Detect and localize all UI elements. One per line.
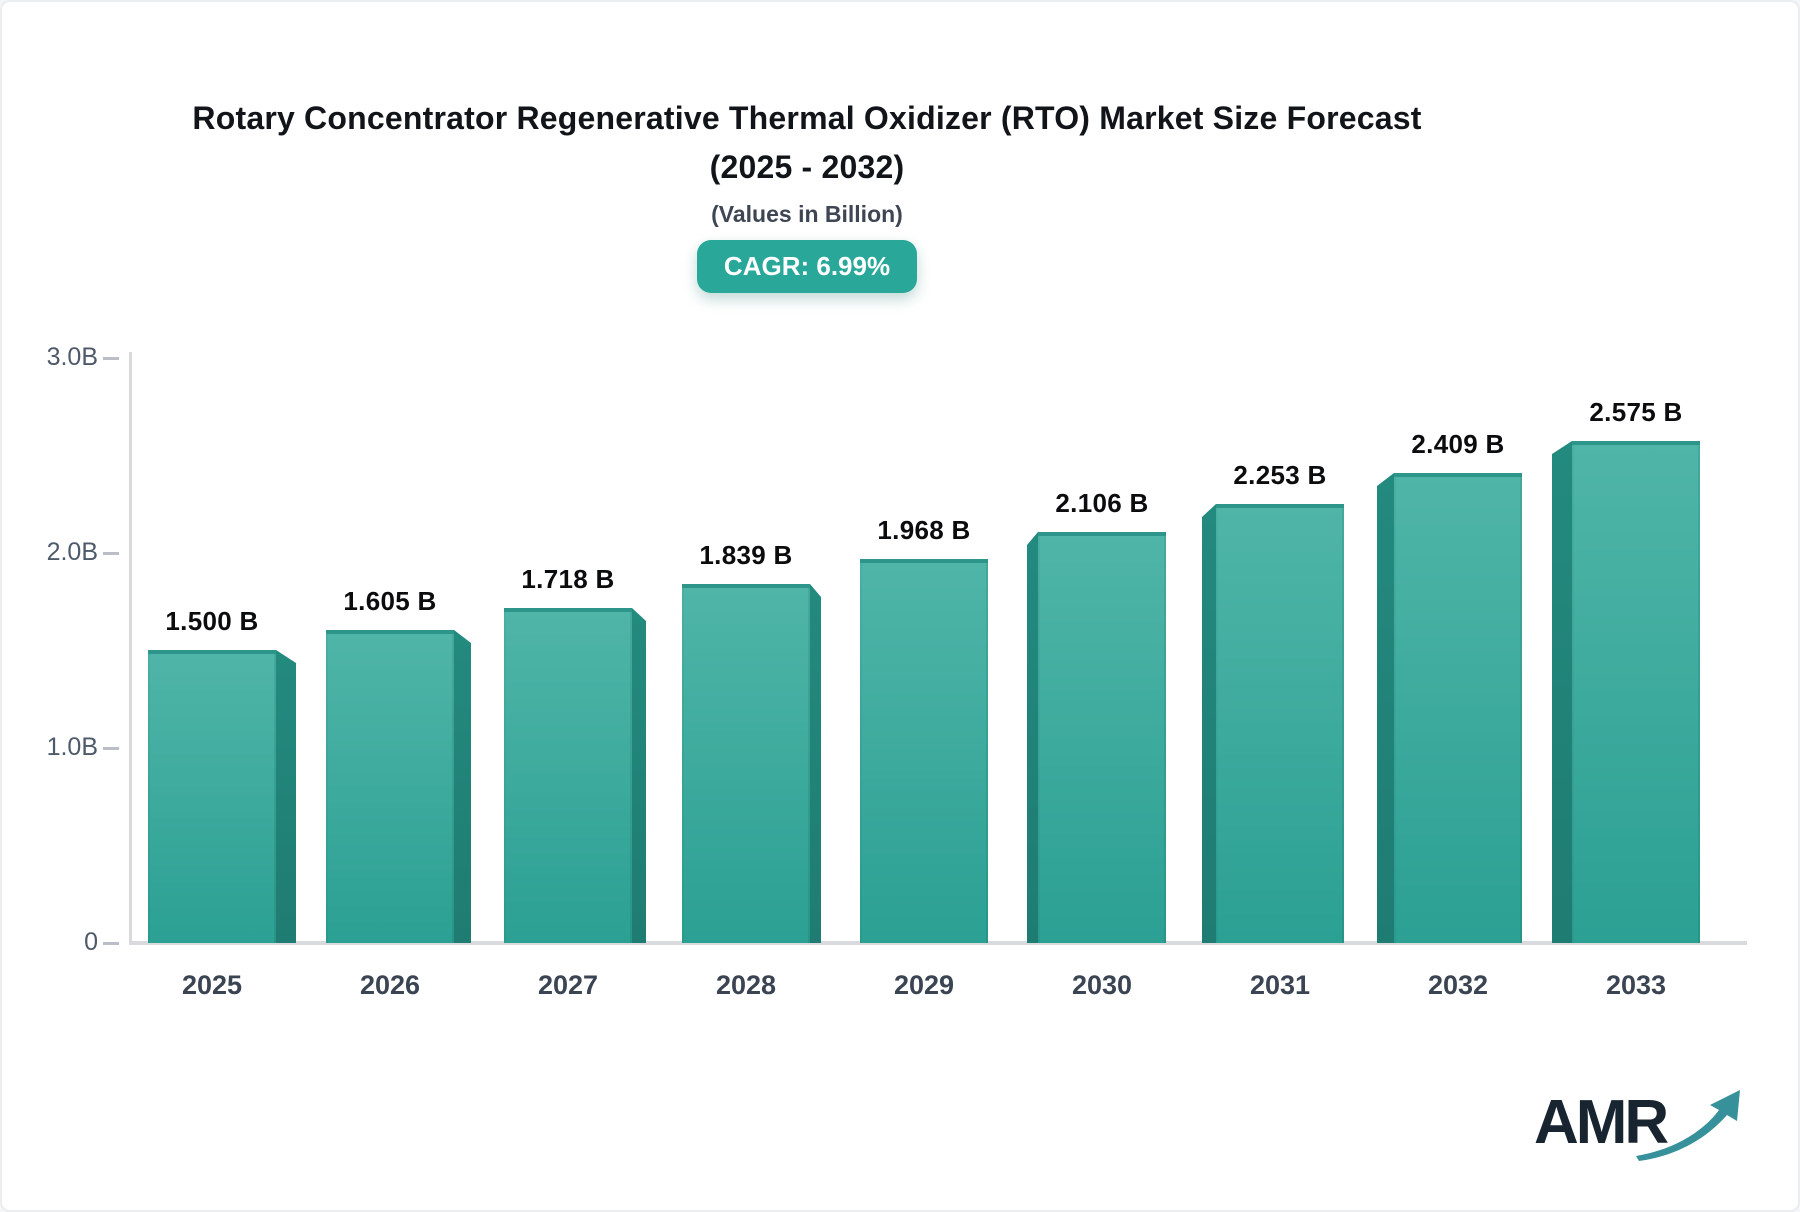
x-tick-label: 2033 <box>1605 970 1667 1000</box>
y-tick-label: 2.0B <box>46 538 98 566</box>
bar[interactable] <box>1216 504 1344 943</box>
x-tick-label: 2028 <box>715 970 777 1000</box>
bar-value-label: 2.253 B <box>1233 460 1327 490</box>
bar[interactable] <box>682 584 810 943</box>
y-tick-dash <box>103 552 119 555</box>
chart-header: Rotary Concentrator Regenerative Thermal… <box>2 94 1612 293</box>
growth-arrow-icon <box>1636 1090 1740 1161</box>
bar-value-label: 2.409 B <box>1411 429 1505 459</box>
bar-side-face <box>632 608 646 943</box>
y-tick-label: 1.0B <box>46 733 98 761</box>
bar[interactable] <box>1572 441 1700 943</box>
bar[interactable] <box>326 630 454 943</box>
chart-subtitle: (Values in Billion) <box>711 201 903 227</box>
bar-value-label: 1.718 B <box>521 564 615 594</box>
x-tick-label: 2025 <box>181 970 243 1000</box>
y-tick-dash <box>103 747 119 750</box>
bar[interactable] <box>504 608 632 943</box>
y-axis-line <box>129 352 132 945</box>
bar-side-face <box>1027 532 1038 943</box>
x-tick-label: 2027 <box>537 970 599 1000</box>
bar-side-face <box>810 584 821 943</box>
x-axis-line <box>129 941 1747 945</box>
bar[interactable] <box>1394 473 1522 943</box>
bar-side-face <box>1202 504 1216 943</box>
bar-side-face <box>276 650 296 943</box>
bar-side-face <box>1377 473 1394 943</box>
bar-value-label: 1.605 B <box>343 586 437 616</box>
amr-logo: AMR <box>1534 1088 1740 1167</box>
x-tick-label: 2030 <box>1071 970 1133 1000</box>
bar-value-label: 1.968 B <box>877 515 971 545</box>
x-tick-label: 2032 <box>1427 970 1489 1000</box>
cagr-badge: CAGR: 6.99% <box>696 240 918 293</box>
bar-side-face <box>454 630 471 943</box>
x-tick-label: 2026 <box>359 970 421 1000</box>
bar[interactable] <box>148 650 276 943</box>
bar-value-label: 1.839 B <box>699 540 793 570</box>
chart-title-line1: Rotary Concentrator Regenerative Thermal… <box>192 100 1422 136</box>
bar-value-label: 1.500 B <box>165 606 259 636</box>
y-tick-dash <box>103 357 119 360</box>
y-tick-dash <box>103 942 119 945</box>
bar-value-label: 2.106 B <box>1055 488 1149 518</box>
bar-side-face <box>1552 441 1572 943</box>
bar[interactable] <box>1038 532 1166 943</box>
x-tick-label: 2029 <box>893 970 955 1000</box>
bar-value-label: 2.575 B <box>1589 397 1683 427</box>
chart-title: Rotary Concentrator Regenerative Thermal… <box>2 94 1612 192</box>
y-tick-label: 0 <box>84 928 98 956</box>
bar[interactable] <box>860 559 988 943</box>
chart-title-line2: (2025 - 2032) <box>709 149 905 185</box>
x-tick-label: 2031 <box>1249 970 1311 1000</box>
amr-logo-text: AMR <box>1534 1088 1669 1157</box>
y-tick-label: 3.0B <box>46 343 98 371</box>
